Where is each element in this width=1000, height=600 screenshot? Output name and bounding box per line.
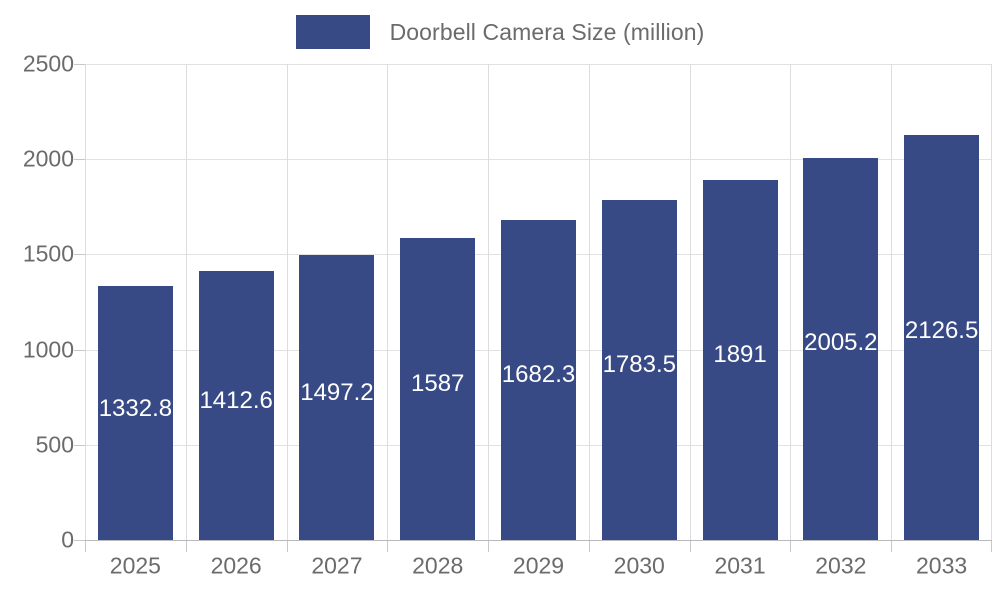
y-axis: 0 500 1000 1500 2000 2500 xyxy=(0,52,85,551)
bar-value-label: 2126.5 xyxy=(904,317,979,345)
bar[interactable] xyxy=(198,271,274,540)
x-axis-tick-mark xyxy=(991,541,992,552)
bar[interactable] xyxy=(904,135,980,540)
bar[interactable] xyxy=(299,254,375,540)
x-axis-tick-label: 2030 xyxy=(613,552,665,579)
gridline-horizontal xyxy=(85,64,992,65)
y-axis-tick-label: 500 xyxy=(35,431,74,458)
y-axis-tick-mark xyxy=(74,444,85,446)
gridline-vertical xyxy=(790,64,791,540)
y-axis-tick-mark xyxy=(74,540,85,541)
y-axis-tick-mark xyxy=(74,254,85,256)
legend-color-swatch xyxy=(295,15,370,49)
gridline-horizontal xyxy=(85,159,992,161)
x-axis-tick-mark xyxy=(891,541,892,552)
x-axis-tick-label: 2026 xyxy=(210,552,262,579)
gridline-vertical xyxy=(891,64,892,540)
x-axis-tick-mark xyxy=(387,541,388,552)
x-axis-tick-label: 2032 xyxy=(815,552,867,579)
x-axis-tick-mark xyxy=(85,541,86,552)
bar-value-label: 1332.8 xyxy=(98,395,173,423)
x-axis-tick-label: 2029 xyxy=(512,552,565,579)
y-axis-tick-mark xyxy=(74,159,85,161)
gridline-vertical xyxy=(488,64,489,540)
bar-value-label: 1412.6 xyxy=(199,387,273,415)
x-axis-tick-mark xyxy=(488,541,489,552)
x-axis-tick-label: 2033 xyxy=(916,552,968,579)
x-axis-tick-label: 2027 xyxy=(311,552,363,579)
y-axis-tick-label: 2000 xyxy=(22,145,74,172)
y-axis-tick-label: 0 xyxy=(61,526,74,553)
bar-value-label: 1783.5 xyxy=(602,351,676,379)
gridline-vertical xyxy=(186,64,187,540)
bar[interactable] xyxy=(702,179,778,540)
x-axis-tick-mark xyxy=(690,541,691,552)
bar[interactable] xyxy=(601,200,677,540)
y-axis-tick-mark xyxy=(74,64,85,65)
gridline-vertical xyxy=(387,64,388,540)
chart-legend: Doorbell Camera Size (million) xyxy=(0,10,1000,54)
y-axis-tick-label: 2500 xyxy=(22,50,74,77)
bar-value-label: 1682.3 xyxy=(501,361,576,389)
gridline-vertical xyxy=(85,64,86,540)
x-axis-tick-mark xyxy=(790,541,791,552)
x-axis-tick-label: 2025 xyxy=(109,552,161,579)
gridline-vertical xyxy=(690,64,691,540)
gridline-vertical xyxy=(589,64,590,540)
x-axis-tick-mark xyxy=(186,541,187,552)
plot-area: 1332.8 1412.6 1497.2 1587 1682.3 1783.5 1891 20… xyxy=(85,64,992,541)
x-axis-tick-mark xyxy=(589,541,590,552)
y-axis-tick-label: 1000 xyxy=(22,336,74,363)
bar-value-label: 1587 xyxy=(411,370,465,398)
x-axis-tick-label: 2028 xyxy=(412,552,464,579)
x-axis-tick-mark xyxy=(287,541,288,552)
x-axis-line xyxy=(85,540,992,541)
legend-label: Doorbell Camera Size (million) xyxy=(389,18,705,45)
bar[interactable] xyxy=(400,237,476,540)
y-axis-tick-label: 1500 xyxy=(22,240,74,267)
bar-value-label: 1497.2 xyxy=(300,379,374,407)
bar-value-label: 1891 xyxy=(713,340,767,368)
bar[interactable] xyxy=(501,219,576,540)
bar-value-label: 2005.2 xyxy=(804,329,878,357)
y-axis-tick-mark xyxy=(74,349,85,351)
bar[interactable] xyxy=(803,158,879,540)
gridline-vertical xyxy=(991,64,992,540)
gridline-vertical xyxy=(287,64,288,540)
x-axis-tick-label: 2031 xyxy=(714,552,766,579)
bar[interactable] xyxy=(97,286,173,540)
